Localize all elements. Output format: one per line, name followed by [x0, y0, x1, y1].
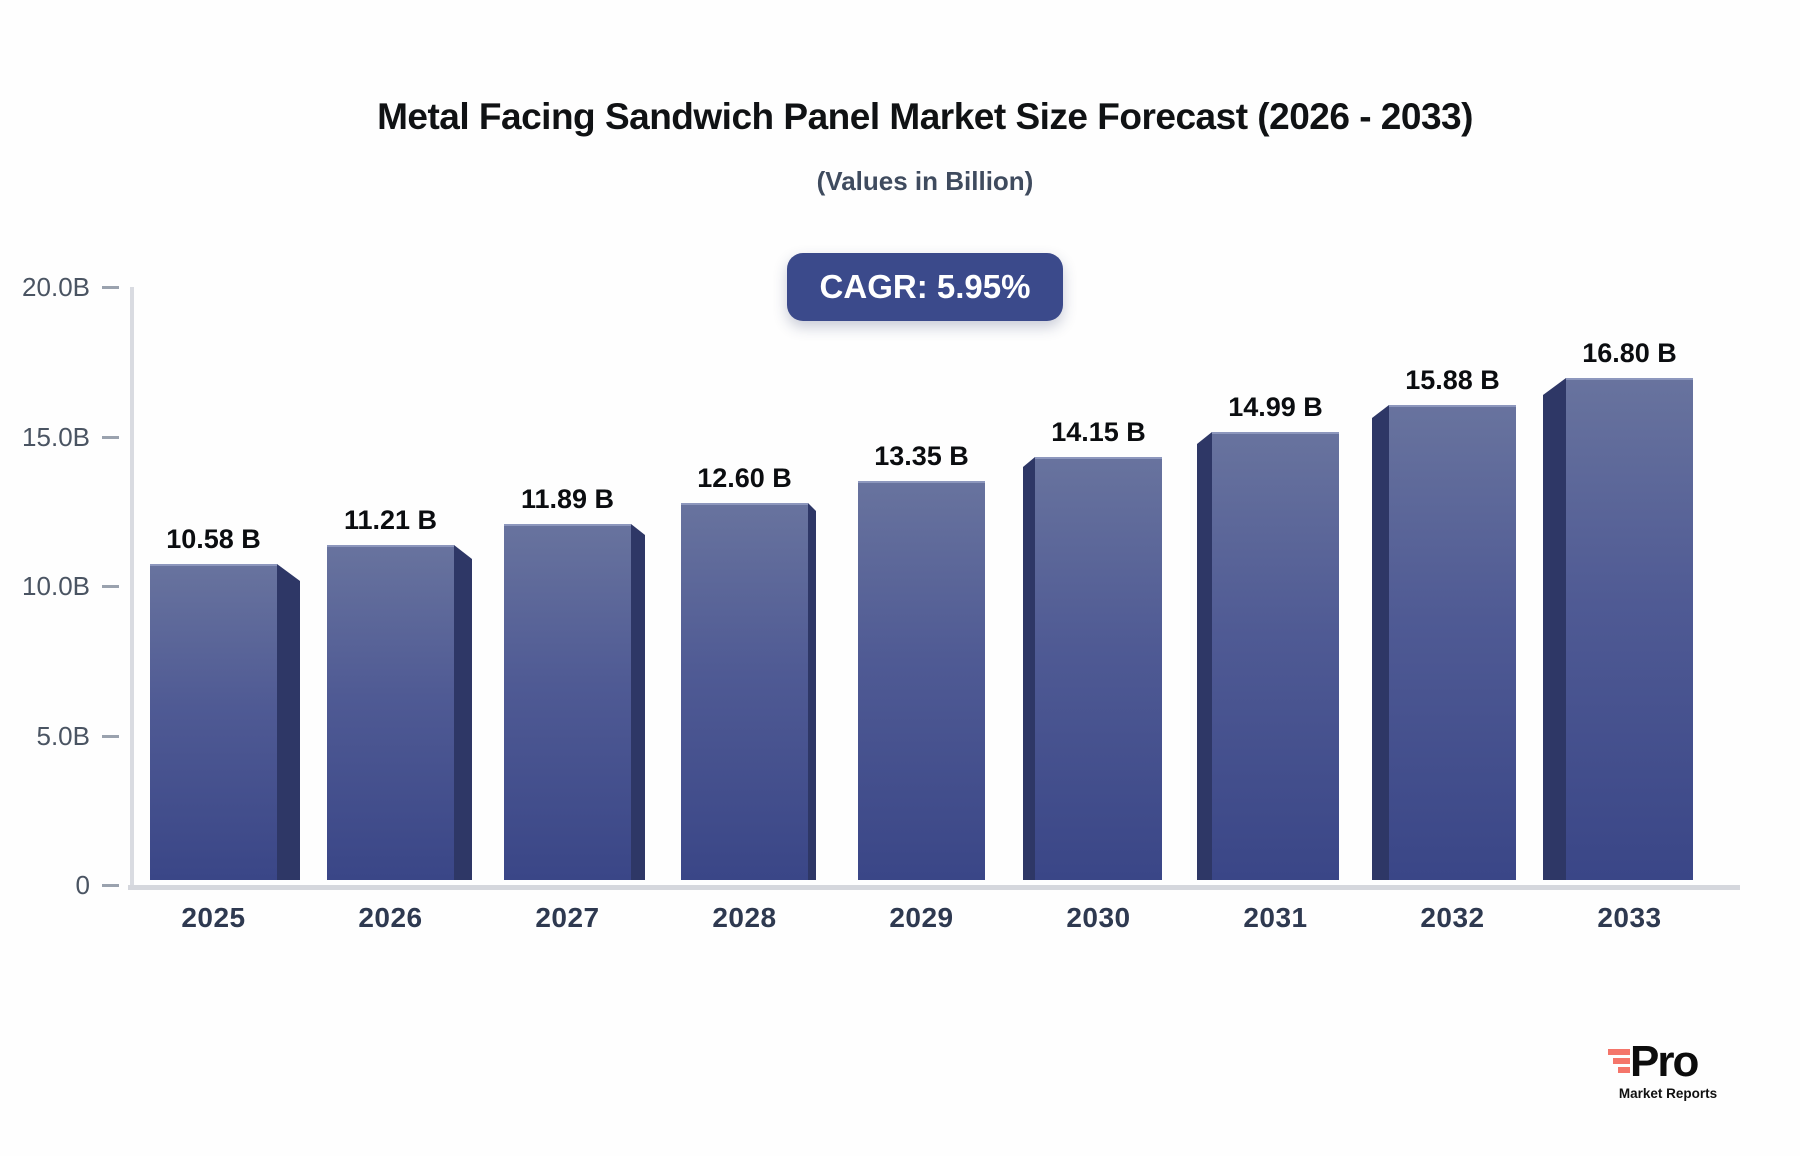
bar-side-face	[1543, 378, 1566, 880]
x-axis-label-2031: 2031	[1243, 902, 1308, 933]
bar-value-label-2031: 14.99 B	[1228, 392, 1323, 422]
y-tick-label-15.0B: 15.0B	[22, 421, 90, 452]
bar-front-face	[504, 524, 631, 880]
logo-brand-text: Pro	[1630, 1037, 1699, 1086]
x-axis-label-2032: 2032	[1420, 902, 1485, 933]
brand-logo: Pro Market Reports	[1608, 1040, 1748, 1101]
bar-side-face	[277, 564, 300, 880]
bar-side-face	[454, 545, 472, 880]
bar-front-face	[1566, 378, 1693, 880]
y-tick-dash-15.0B	[102, 435, 119, 439]
x-axis-label-2026: 2026	[358, 902, 423, 933]
chart-subtitle: (Values in Billion)	[816, 166, 1034, 196]
x-axis-label-2029: 2029	[889, 902, 954, 933]
y-tick-dash-0	[102, 884, 119, 887]
x-axis-label-2030: 2030	[1066, 902, 1131, 933]
bar-2028: 12.60 B 2028	[681, 463, 816, 933]
x-axis-label-2033: 2033	[1597, 902, 1662, 933]
bar-front-face	[858, 481, 985, 880]
x-axis-baseline	[128, 885, 1740, 890]
bar-2033: 16.80 B 2033	[1543, 338, 1693, 933]
y-tick-label-10.0B: 10.0B	[22, 571, 90, 601]
bar-value-label-2028: 12.60 B	[697, 463, 792, 493]
bar-2029: 13.35 B 2029	[858, 441, 985, 933]
bar-value-label-2026: 11.21 B	[343, 505, 438, 535]
x-axis-label-2028: 2028	[712, 902, 777, 933]
y-tick-label-0: 0	[75, 870, 90, 900]
logo-tagline-text: Market Reports	[1618, 1086, 1718, 1101]
bar-side-face	[1023, 457, 1035, 880]
bar-value-label-2029: 13.35 B	[874, 441, 969, 471]
logo-mark: Pro	[1608, 1040, 1748, 1084]
x-axis-label-2027: 2027	[535, 902, 600, 933]
y-tick-label-5.0B: 5.0B	[36, 720, 91, 751]
cagr-badge-row: CAGR: 5.95%	[50, 253, 1800, 321]
bar-side-face	[1197, 432, 1212, 880]
bar-front-face	[1212, 432, 1339, 880]
y-axis-line	[130, 287, 134, 885]
bar-front-face	[681, 503, 808, 880]
y-tick-label-20.0B: 20.0B	[22, 272, 90, 302]
cagr-badge: CAGR: 5.95%	[786, 253, 1064, 321]
bar-value-label-2032: 15.88 B	[1405, 365, 1500, 395]
bar-value-label-2025: 10.58 B	[166, 524, 261, 554]
bar-2025: 10.58 B 2025	[150, 524, 300, 933]
x-axis-label-2025: 2025	[181, 902, 246, 933]
bar-front-face	[1389, 405, 1516, 880]
bar-side-face	[631, 524, 645, 880]
bar-side-face	[1372, 405, 1389, 880]
bar-2027: 11.89 B 2027	[504, 484, 645, 933]
bar-value-label-2030: 14.15 B	[1051, 417, 1146, 447]
bar-value-label-2033: 16.80 B	[1582, 338, 1677, 368]
bar-2026: 11.21 B 2026	[327, 505, 472, 933]
bar-front-face	[1035, 457, 1162, 880]
logo-stripes-icon	[1608, 1049, 1630, 1076]
plot-area: 20.0B 15.0B 10.0B 5.0B 0 10.58 B 2025 11.21 B 20…	[22, 272, 1742, 933]
bar-front-face	[327, 545, 454, 880]
bar-side-face	[808, 503, 816, 880]
y-tick-dash-20.0B	[102, 286, 119, 289]
y-tick-dash-10.0B	[102, 585, 119, 588]
y-tick-dash-5.0B	[102, 734, 119, 738]
bar-front-face	[150, 564, 277, 880]
bar-value-label-2027: 11.89 B	[520, 484, 615, 514]
bar-2031: 14.99 B 2031	[1197, 392, 1339, 933]
bar-2030: 14.15 B 2030	[1023, 417, 1162, 933]
bar-2032: 15.88 B 2032	[1372, 365, 1516, 933]
chart-title: Metal Facing Sandwich Panel Market Size …	[377, 96, 1473, 137]
